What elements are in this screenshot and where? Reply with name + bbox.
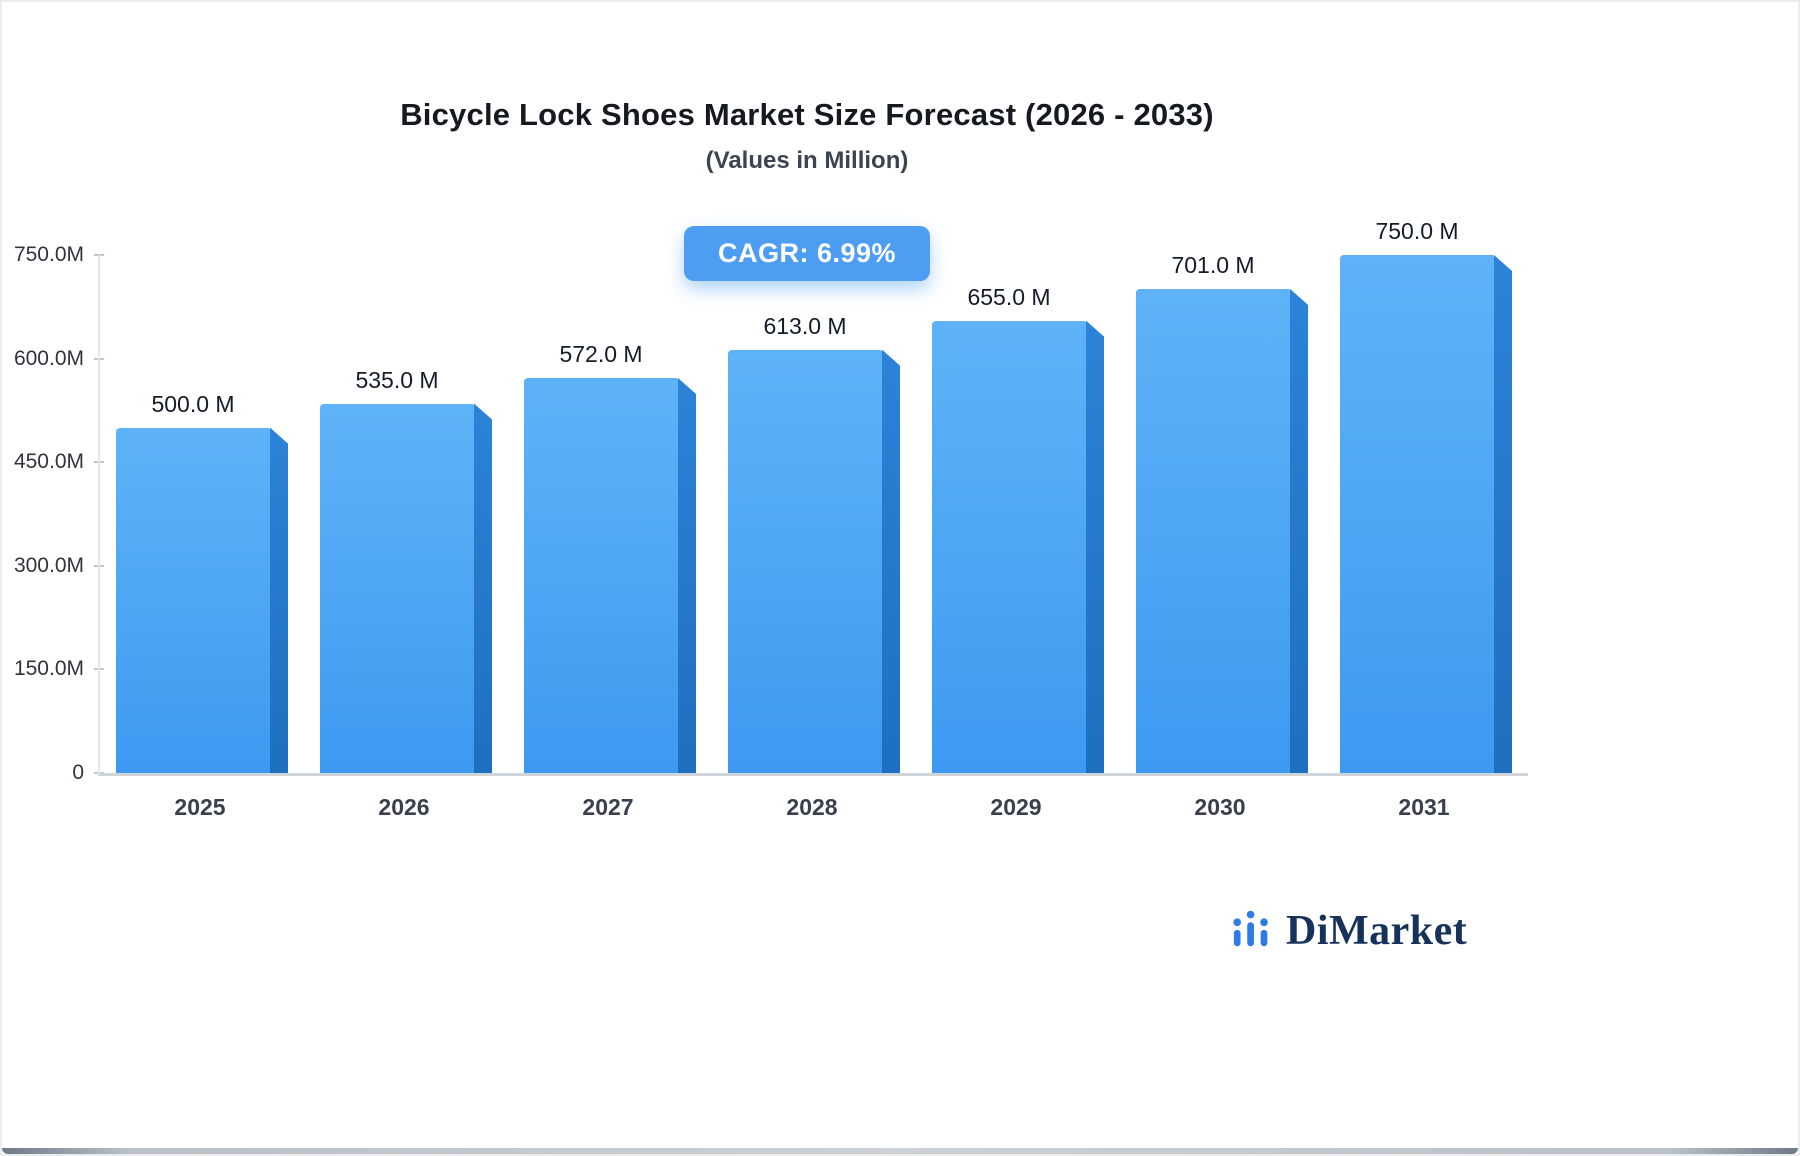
- bar-2026: 535.0 M: [320, 367, 492, 773]
- bar-side-3d: [1494, 255, 1512, 773]
- bar-face: [116, 427, 270, 773]
- y-axis-tick-label: 300.0M: [13, 553, 84, 577]
- chart-header: Bicycle Lock Shoes Market Size Forecast …: [2, 97, 1612, 175]
- bar-slot: 535.0 M: [304, 255, 508, 773]
- y-axis-tick-label: 0: [72, 761, 84, 784]
- bar-face: [932, 320, 1086, 773]
- x-axis-label: 2025: [174, 794, 226, 820]
- bar-2031: 750.0 M: [1340, 218, 1512, 773]
- bar-chart-icon: [1230, 905, 1276, 956]
- y-axis-tick-label: 150.0M: [13, 657, 84, 681]
- bars-layer: 500.0 M 535.0 M 572.0 M 613.0 M 655.0 M 701.0…: [100, 218, 1528, 773]
- bar-value-label: 535.0 M: [355, 366, 439, 393]
- y-axis-tick-label: 450.0M: [13, 450, 84, 474]
- bar-side-3d: [1290, 288, 1308, 773]
- bar-slot: 613.0 M: [712, 255, 916, 773]
- bar-2030: 701.0 M: [1136, 252, 1308, 773]
- bar-side-3d: [474, 403, 492, 773]
- bar-face: [320, 403, 474, 773]
- bar-slot: 572.0 M: [508, 255, 712, 773]
- bar-side-3d: [270, 427, 288, 773]
- bar-face: [524, 377, 678, 773]
- brand-logo: DiMarket: [1230, 905, 1467, 956]
- bar-2029: 655.0 M: [932, 284, 1104, 773]
- cagr-badge: CAGR: 6.99%: [683, 226, 931, 281]
- chart-title: Bicycle Lock Shoes Market Size Forecast …: [400, 97, 1214, 132]
- bar-slot: 500.0 M: [100, 255, 304, 773]
- y-axis-tick-label: 750.0M: [13, 243, 84, 266]
- bar-value-label: 701.0 M: [1171, 251, 1255, 278]
- bar-2025: 500.0 M: [116, 391, 288, 773]
- bottom-edge-strip: [2, 1148, 1798, 1154]
- y-axis-tick-label: 600.0M: [13, 346, 84, 370]
- x-axis-label: 2028: [786, 794, 838, 820]
- bar-slot: 750.0 M: [1324, 218, 1528, 773]
- y-axis: 750.0M 600.0M 450.0M 300.0M 150.0M 0: [2, 243, 104, 784]
- bar-value-label: 572.0 M: [559, 340, 643, 367]
- bar-value-label: 655.0 M: [967, 283, 1051, 310]
- x-axis-label: 2030: [1194, 794, 1246, 820]
- x-axis-label: 2027: [582, 794, 634, 820]
- x-axis-label: 2031: [1398, 794, 1450, 820]
- bar-slot: 701.0 M: [1120, 252, 1324, 773]
- bar-value-label: 500.0 M: [151, 390, 235, 417]
- bar-value-label: 750.0 M: [1375, 218, 1459, 244]
- bar-2027: 572.0 M: [524, 341, 696, 773]
- x-axis-labels: 2025 2026 2027 2028 2029 2030 2031: [98, 794, 1526, 821]
- x-axis-label: 2029: [990, 794, 1042, 820]
- bar-side-3d: [678, 377, 696, 773]
- x-axis-label: 2026: [378, 794, 430, 820]
- cagr-badge-row: CAGR: 6.99%: [2, 226, 1612, 281]
- bar-side-3d: [1086, 320, 1104, 773]
- bar-face: [1340, 255, 1494, 773]
- bar-value-label: 613.0 M: [763, 312, 847, 339]
- bar-face: [728, 349, 882, 773]
- bar-side-3d: [882, 349, 900, 773]
- plot-area: 500.0 M 535.0 M 572.0 M 613.0 M 655.0 M 701.0…: [98, 218, 1528, 776]
- bar-slot: 655.0 M: [916, 255, 1120, 773]
- brand-logo-text: DiMarket: [1286, 907, 1468, 954]
- bar-2028: 613.0 M: [728, 313, 900, 773]
- bar-face: [1136, 288, 1290, 773]
- chart-subtitle: (Values in Million): [705, 147, 909, 174]
